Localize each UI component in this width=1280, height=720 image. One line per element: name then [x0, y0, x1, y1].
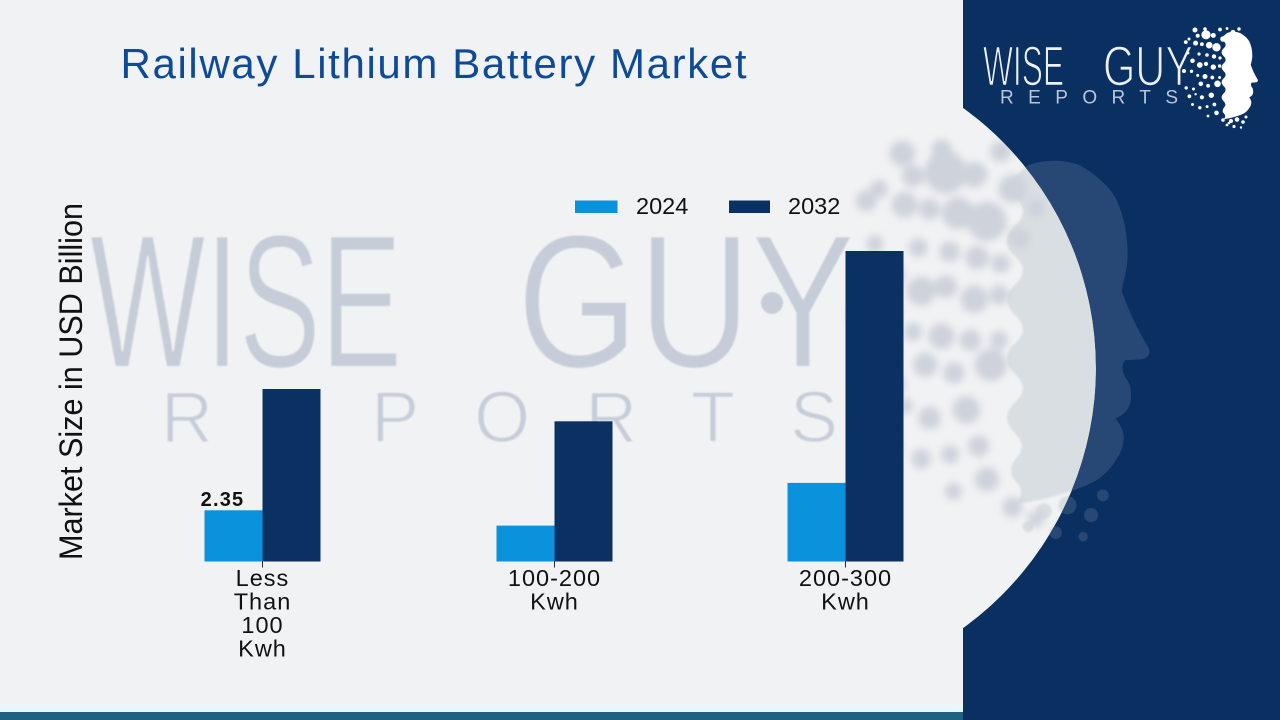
svg-text:GUY: GUY [517, 196, 855, 408]
svg-text:Railway Lithium Battery Market: Railway Lithium Battery Market [121, 40, 747, 87]
svg-text:GUY: GUY [1103, 35, 1193, 99]
svg-text:2.35: 2.35 [201, 489, 245, 511]
svg-text:2024: 2024 [636, 193, 688, 219]
svg-text:Market Size in USD Billion: Market Size in USD Billion [53, 203, 89, 560]
svg-text:WISE: WISE [90, 196, 402, 408]
svg-text:2032: 2032 [788, 193, 840, 219]
svg-text:WISE: WISE [983, 35, 1064, 99]
